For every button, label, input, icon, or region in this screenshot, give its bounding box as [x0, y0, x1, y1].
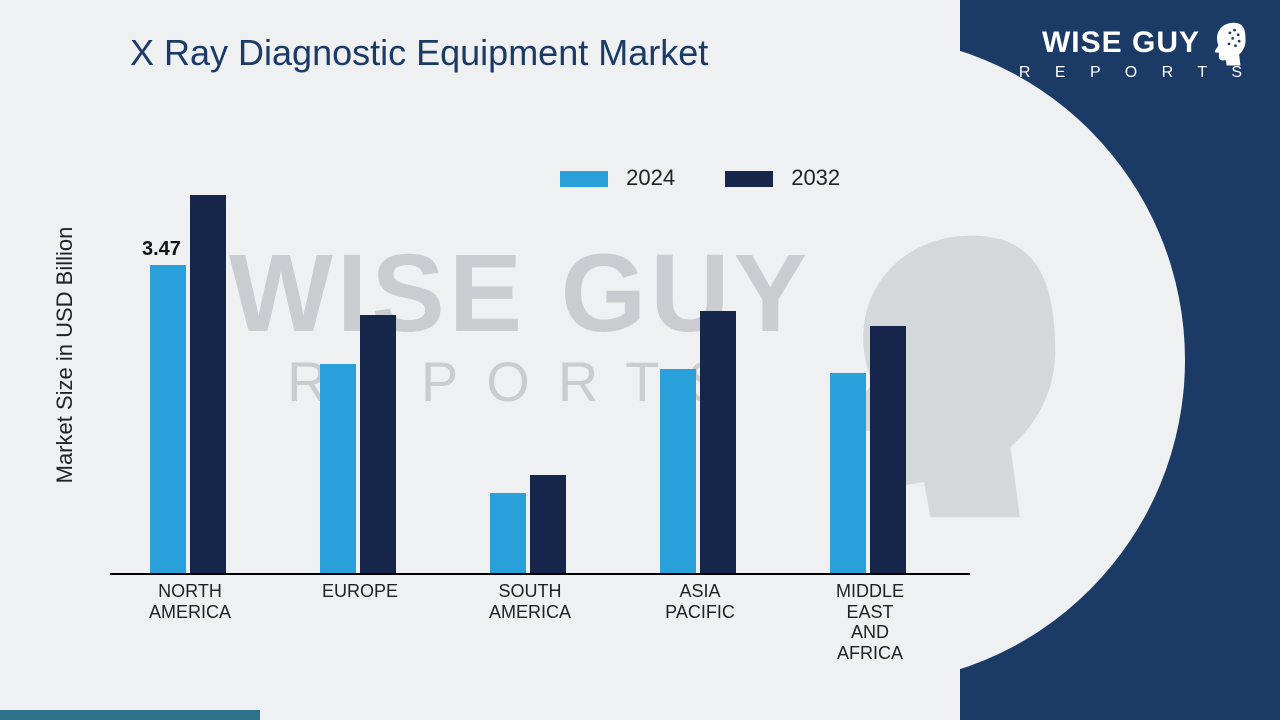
category-label: ASIAPACIFIC: [630, 581, 770, 622]
brand-logo: WISE GUY R E P O R T S: [1019, 20, 1252, 82]
bar-2032: [190, 195, 226, 573]
brand-text: WISE GUY: [1042, 26, 1200, 60]
bar-2024: [320, 364, 356, 573]
brand-sub: R E P O R T S: [1019, 64, 1252, 82]
bar-2032: [700, 311, 736, 573]
bar-2024: [830, 373, 866, 573]
plot-area: 3.47NORTHAMERICAEUROPESOUTHAMERICAASIAPA…: [110, 175, 970, 575]
bar-2032: [530, 475, 566, 573]
category-label: SOUTHAMERICA: [460, 581, 600, 622]
bar-2024: [490, 493, 526, 573]
bar-2032: [360, 315, 396, 573]
category-label: MIDDLEEASTANDAFRICA: [800, 581, 940, 664]
x-axis-baseline: [110, 573, 970, 575]
y-axis-label: Market Size in USD Billion: [52, 145, 78, 565]
bar-2024: [660, 369, 696, 573]
bottom-strip: [0, 710, 260, 720]
bar-2032: [870, 326, 906, 573]
brand-head-icon: [1206, 20, 1252, 66]
chart-title: X Ray Diagnostic Equipment Market: [130, 32, 708, 74]
bar-2024: [150, 265, 186, 573]
bar-value-label: 3.47: [142, 238, 181, 261]
category-label: NORTHAMERICA: [120, 581, 260, 622]
category-label: EUROPE: [290, 581, 430, 602]
